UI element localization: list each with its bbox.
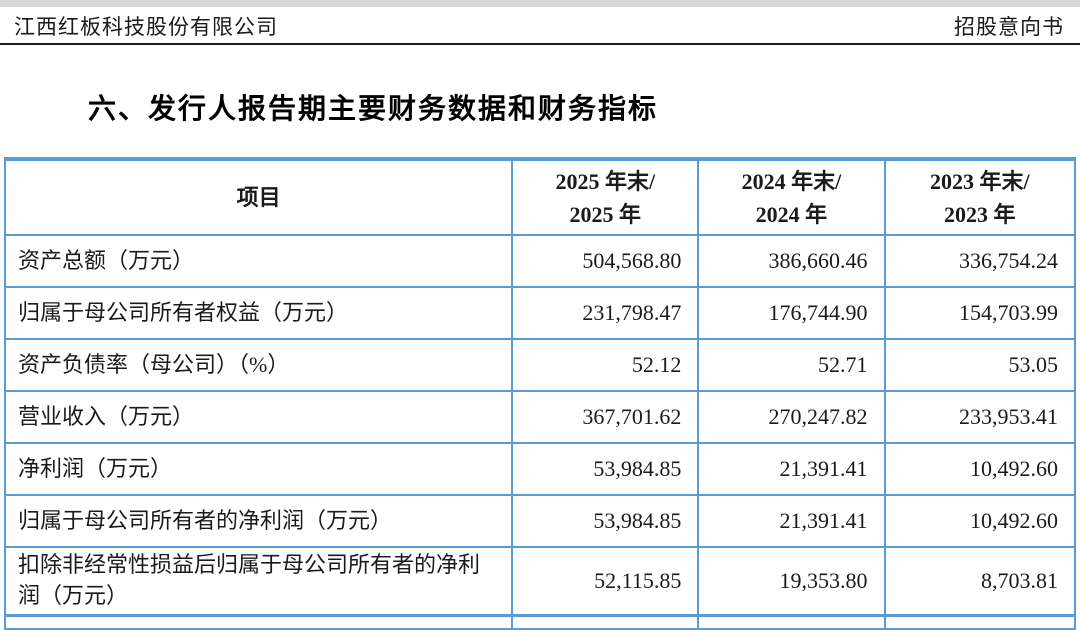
row-value-2024: 270,247.82 <box>697 390 886 444</box>
row-label: 营业收入（万元） <box>3 390 514 444</box>
row-value-2024: 21,391.41 <box>697 494 886 548</box>
row-value-2025 <box>511 614 700 630</box>
table-row-total-assets: 资产总额（万元） 504,568.80 386,660.46 336,754.2… <box>3 234 1077 288</box>
page-top-strip <box>0 0 1080 7</box>
row-value-2025: 504,568.80 <box>511 234 700 288</box>
row-label <box>3 614 514 630</box>
row-label: 资产负债率（母公司）（%） <box>3 338 514 392</box>
row-value-2023: 336,754.24 <box>883 234 1077 288</box>
column-header-2024-line2: 2024 年 <box>755 201 828 227</box>
column-header-2024-line1: 2024 年末/ <box>741 168 842 194</box>
column-header-2023-line2: 2023 年 <box>944 201 1016 227</box>
column-header-2024: 2024 年末/ 2024 年 <box>697 157 886 236</box>
row-label: 归属于母公司所有者权益（万元） <box>3 286 514 340</box>
table-row-net-profit-parent: 归属于母公司所有者的净利润（万元） 53,984.85 21,391.41 10… <box>3 494 1077 548</box>
company-name: 江西红板科技股份有限公司 <box>14 15 278 39</box>
document-type-label: 招股意向书 <box>954 15 1064 39</box>
document-header: 江西红板科技股份有限公司 招股意向书 <box>0 7 1080 41</box>
row-value-2025: 53,984.85 <box>511 494 700 548</box>
column-header-2023-line1: 2023 年末/ <box>929 168 1030 194</box>
table-row-revenue: 营业收入（万元） 367,701.62 270,247.82 233,953.4… <box>3 390 1077 444</box>
section-title: 六、发行人报告期主要财务数据和财务指标 <box>88 93 659 124</box>
row-value-2023: 233,953.41 <box>883 390 1077 444</box>
row-label: 资产总额（万元） <box>3 234 514 288</box>
row-value-2025: 52.12 <box>511 338 700 392</box>
row-value-2024: 21,391.41 <box>697 442 886 496</box>
row-value-2023 <box>883 614 1077 630</box>
column-header-2025-line2: 2025 年 <box>569 201 642 227</box>
header-divider <box>0 43 1080 45</box>
row-label: 扣除非经常性损益后归属于母公司所有者的净利润（万元） <box>3 545 514 617</box>
row-value-2023: 10,492.60 <box>883 442 1077 496</box>
row-value-2024: 386,660.46 <box>697 234 886 288</box>
row-label: 净利润（万元） <box>3 442 514 496</box>
row-value-2024: 52.71 <box>697 338 886 392</box>
table-row-parent-equity: 归属于母公司所有者权益（万元） 231,798.47 176,744.90 15… <box>3 286 1077 340</box>
row-value-2024: 19,353.80 <box>697 545 886 617</box>
table-row-net-profit-deducted: 扣除非经常性损益后归属于母公司所有者的净利润（万元） 52,115.85 19,… <box>3 545 1077 617</box>
table-header-row: 项目 2025 年末/ 2025 年 2024 年末/ 2024 年 2023 … <box>3 157 1077 236</box>
row-value-2025: 53,984.85 <box>511 442 700 496</box>
table-row-net-profit: 净利润（万元） 53,984.85 21,391.41 10,492.60 <box>3 442 1077 496</box>
row-value-2024: 176,744.90 <box>697 286 886 340</box>
financial-data-table: 项目 2025 年末/ 2025 年 2024 年末/ 2024 年 2023 … <box>3 157 1077 630</box>
row-value-2023: 8,703.81 <box>883 545 1077 617</box>
row-value-2023: 53.05 <box>883 338 1077 392</box>
table-row-debt-ratio: 资产负债率（母公司）（%） 52.12 52.71 53.05 <box>3 338 1077 392</box>
row-value-2025: 231,798.47 <box>511 286 700 340</box>
row-label: 归属于母公司所有者的净利润（万元） <box>3 494 514 548</box>
table-row-partial <box>3 614 1077 630</box>
row-value-2025: 52,115.85 <box>511 545 700 617</box>
row-value-2023: 154,703.99 <box>883 286 1077 340</box>
column-header-2025-line1: 2025 年末/ <box>555 168 656 194</box>
row-value-2023: 10,492.60 <box>883 494 1077 548</box>
column-header-2025: 2025 年末/ 2025 年 <box>511 157 700 236</box>
column-header-item: 项目 <box>3 157 514 236</box>
column-header-2023: 2023 年末/ 2023 年 <box>883 157 1077 236</box>
row-value-2024 <box>697 614 886 630</box>
row-value-2025: 367,701.62 <box>511 390 700 444</box>
